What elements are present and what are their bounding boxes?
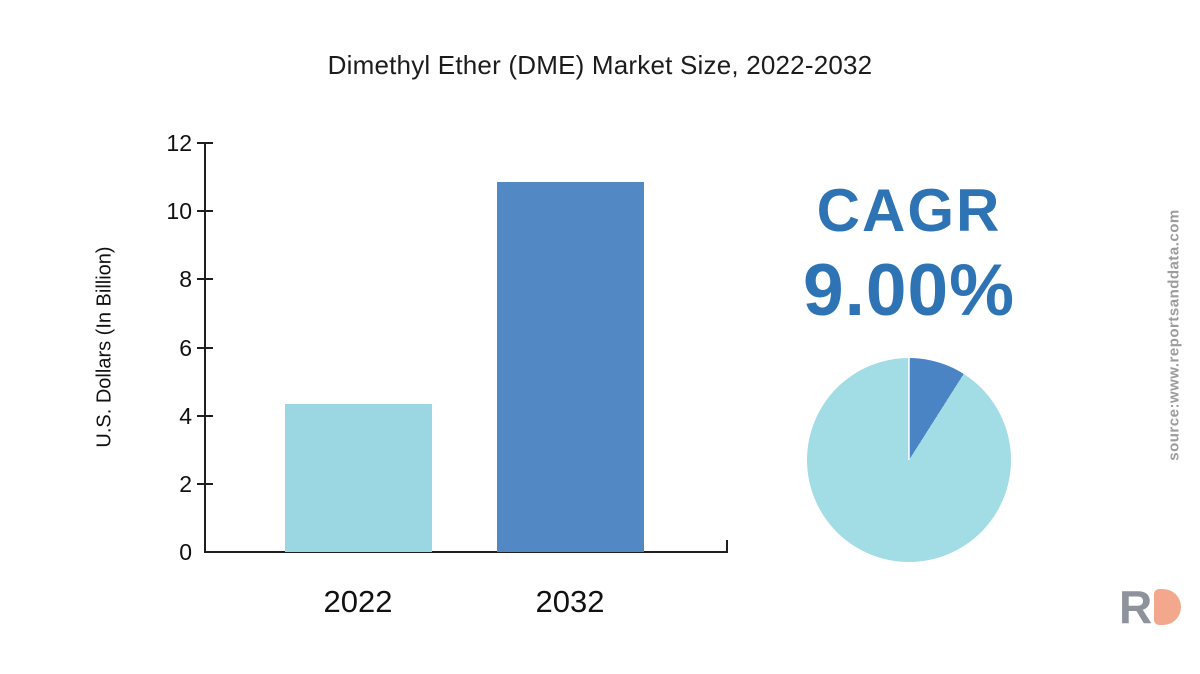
y-tick-label: 8 bbox=[179, 266, 192, 293]
logo-d-icon bbox=[1154, 589, 1182, 625]
y-tick-mark bbox=[197, 210, 213, 213]
x-axis-line bbox=[204, 551, 728, 553]
y-tick-mark bbox=[197, 414, 213, 417]
y-tick-label: 6 bbox=[179, 334, 192, 361]
x-axis-end-tick bbox=[726, 540, 728, 552]
y-tick-mark bbox=[197, 142, 213, 144]
pie-divider-line bbox=[908, 358, 910, 460]
cagr-block: CAGR 9.00% bbox=[759, 181, 1059, 328]
logo-letter-r: R bbox=[1119, 581, 1153, 633]
cagr-label: CAGR bbox=[816, 177, 1002, 244]
bar-2022 bbox=[284, 404, 432, 552]
brand-logo: R bbox=[1119, 581, 1182, 633]
y-tick-mark bbox=[197, 482, 213, 485]
y-tick-label: 2 bbox=[179, 470, 192, 497]
x-tick-label: 2022 bbox=[323, 584, 393, 619]
cagr-value: 9.00% bbox=[803, 250, 1015, 331]
x-tick-label: 2032 bbox=[535, 584, 605, 619]
chart-title: Dimethyl Ether (DME) Market Size, 2022-2… bbox=[327, 50, 873, 80]
bar-2032 bbox=[496, 182, 644, 552]
y-tick-label: 12 bbox=[166, 130, 192, 156]
y-tick-mark bbox=[197, 278, 213, 281]
y-tick-label: 10 bbox=[166, 198, 192, 225]
y-tick-label: 4 bbox=[179, 402, 192, 429]
source-text: source:www.reportsanddata.com bbox=[1165, 209, 1183, 461]
y-tick-label: 0 bbox=[179, 539, 192, 565]
y-tick-mark bbox=[197, 346, 213, 349]
pie-chart bbox=[807, 358, 1011, 562]
y-axis-title: U.S. Dollars (In Billion) bbox=[93, 246, 116, 448]
